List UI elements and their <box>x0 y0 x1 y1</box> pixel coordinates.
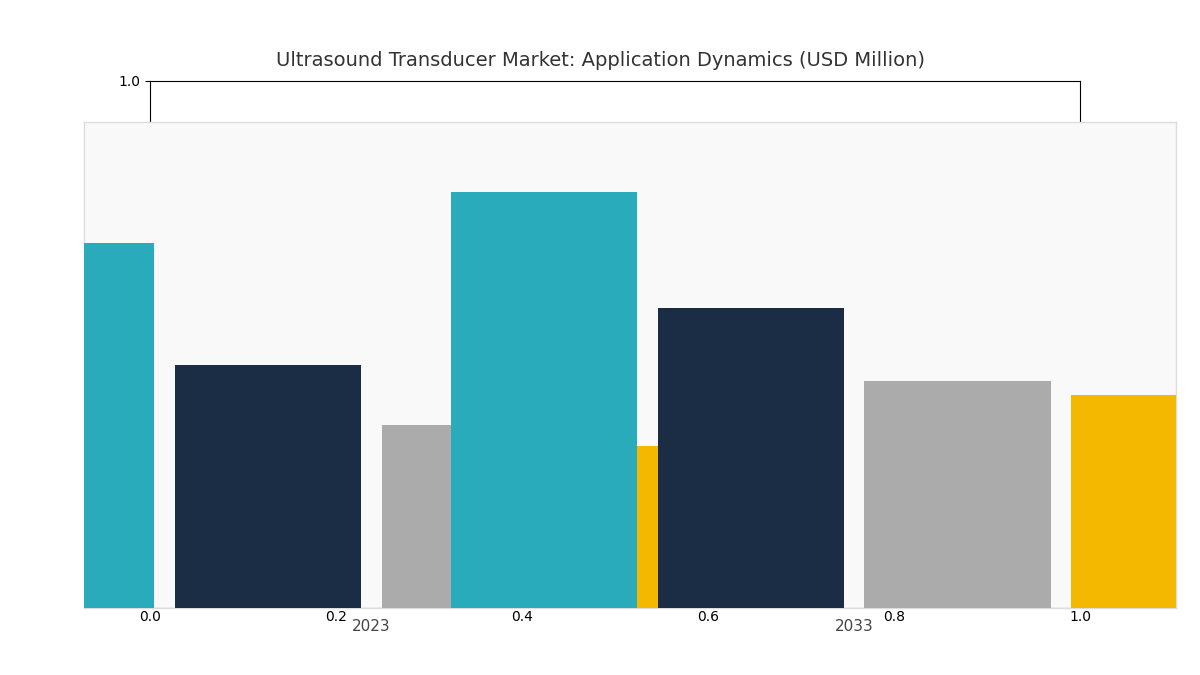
Bar <box>658 308 844 608</box>
Bar <box>0 243 154 608</box>
Bar <box>864 381 1051 608</box>
Bar <box>175 364 361 608</box>
Bar <box>451 192 637 608</box>
Bar <box>589 446 775 608</box>
Text: Ultrasound Transducer Market: Application Dynamics (USD Million): Ultrasound Transducer Market: Applicatio… <box>276 51 924 70</box>
Bar <box>382 425 568 608</box>
Bar <box>1072 395 1200 608</box>
